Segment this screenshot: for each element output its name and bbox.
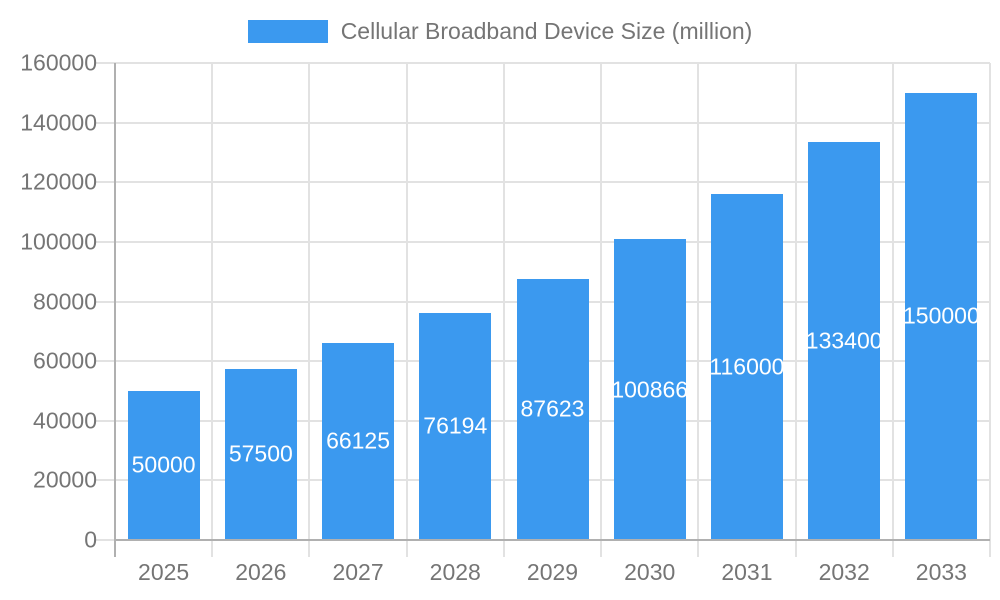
y-axis-label: 100000 <box>20 228 97 255</box>
x-gridline <box>697 63 700 540</box>
x-tick <box>502 540 505 557</box>
x-tick <box>308 540 311 557</box>
x-tick <box>794 540 797 557</box>
y-axis-label: 20000 <box>33 466 97 493</box>
legend-label: Cellular Broadband Device Size (million) <box>340 18 753 44</box>
y-gridline <box>115 181 990 184</box>
x-tick <box>989 540 991 557</box>
x-gridline <box>989 63 991 540</box>
x-tick <box>697 540 700 557</box>
y-axis-label: 0 <box>84 526 97 553</box>
bar[interactable] <box>905 92 978 540</box>
bar[interactable] <box>710 194 783 540</box>
bar[interactable] <box>808 142 881 540</box>
bar[interactable] <box>613 239 686 540</box>
x-tick <box>891 540 894 557</box>
bar[interactable] <box>224 368 297 540</box>
x-axis-label: 2030 <box>624 559 676 585</box>
legend-swatch[interactable] <box>247 20 328 43</box>
y-tick <box>95 121 115 124</box>
y-gridline <box>115 62 990 64</box>
bar[interactable] <box>322 342 395 540</box>
y-axis-label: 60000 <box>33 347 97 374</box>
x-axis-label: 2027 <box>332 559 384 585</box>
y-axis-line <box>114 63 116 557</box>
x-gridline <box>600 63 603 540</box>
x-tick <box>600 540 603 557</box>
x-axis-label: 2029 <box>526 559 579 585</box>
legend: Cellular Broadband Device Size (million) <box>0 18 1000 45</box>
x-gridline <box>308 63 311 540</box>
bar-value-label: 87623 <box>520 395 585 422</box>
x-tick <box>405 540 408 557</box>
y-axis-label: 120000 <box>20 168 97 195</box>
x-gridline <box>891 63 894 540</box>
x-axis-label: 2026 <box>235 559 287 585</box>
x-tick <box>211 540 214 557</box>
y-tick <box>95 360 115 363</box>
y-axis-label: 160000 <box>20 49 97 76</box>
y-tick <box>95 240 115 243</box>
bar-value-label: 57500 <box>228 440 293 467</box>
y-tick <box>95 62 115 64</box>
x-gridline <box>211 63 214 540</box>
bar-value-label: 116000 <box>709 353 785 380</box>
y-tick <box>95 300 115 303</box>
bar[interactable] <box>516 278 589 540</box>
y-axis-label: 140000 <box>20 109 97 136</box>
bar-value-label: 150000 <box>903 302 980 329</box>
bar[interactable] <box>127 390 200 540</box>
y-tick <box>95 479 115 482</box>
y-gridline <box>115 121 990 124</box>
x-gridline <box>794 63 797 540</box>
x-axis-label: 2025 <box>138 559 190 585</box>
x-gridline <box>405 63 408 540</box>
y-tick <box>95 181 115 184</box>
x-axis-label: 2031 <box>721 559 773 585</box>
bar-value-label: 133400 <box>805 327 883 354</box>
y-axis-label: 80000 <box>33 288 97 314</box>
bar-value-label: 50000 <box>131 451 196 478</box>
bar-value-label: 100866 <box>611 376 689 403</box>
y-tick <box>95 419 115 422</box>
y-gridline <box>115 240 990 243</box>
x-axis-label: 2033 <box>915 559 967 585</box>
x-axis-label: 2032 <box>818 559 870 585</box>
x-axis-line <box>115 539 990 541</box>
x-axis-label: 2028 <box>429 559 481 585</box>
y-tick <box>95 539 115 541</box>
bar[interactable] <box>419 312 492 540</box>
bar-value-label: 66125 <box>326 427 391 454</box>
x-gridline <box>502 63 505 540</box>
bar-value-label: 76194 <box>423 412 488 439</box>
y-axis-label: 40000 <box>33 407 97 434</box>
